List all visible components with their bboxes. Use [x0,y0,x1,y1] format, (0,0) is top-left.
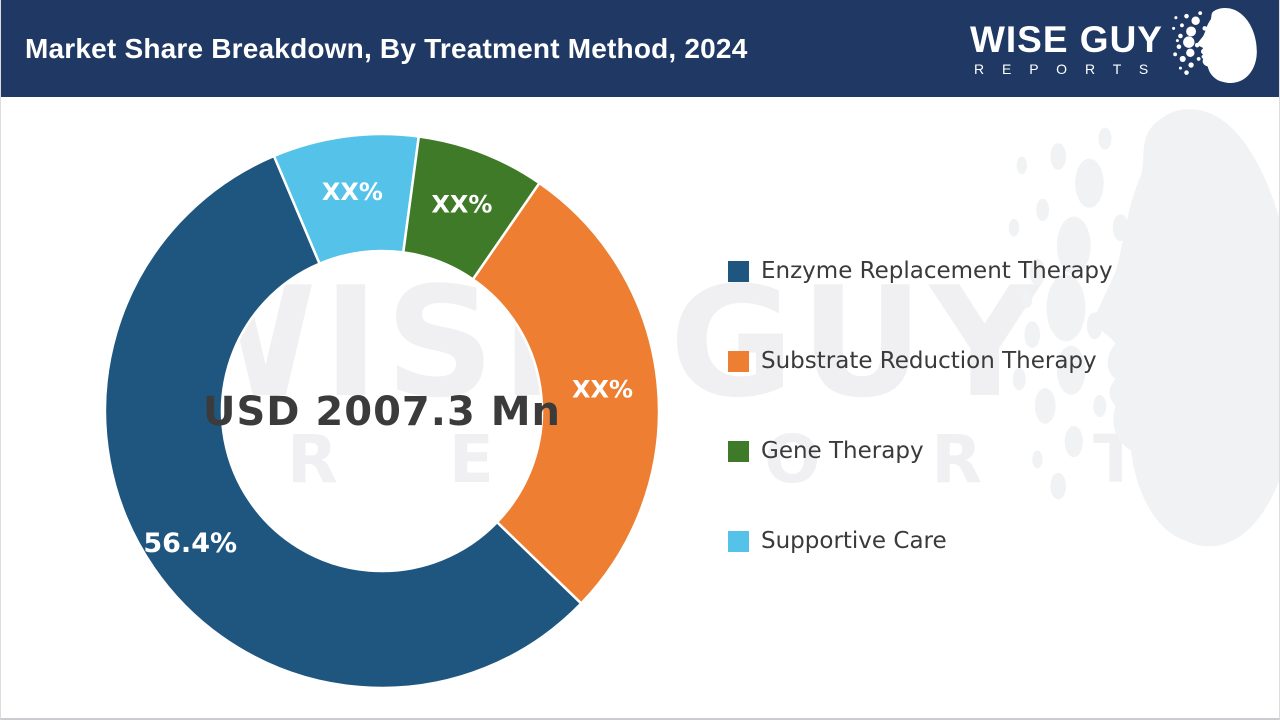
slice-percent-label: XX% [572,375,633,403]
donut-center-value: USD 2007.3 Mn [203,389,561,435]
page-title: Market Share Breakdown, By Treatment Met… [25,32,748,64]
legend-item-supportive-care: Supportive Care [728,526,1113,556]
legend-swatch-icon [728,530,749,552]
legend-label: Substrate Reduction Therapy [761,348,1097,374]
slice-percent-label: XX% [322,178,383,206]
legend-item-substrate-reduction-therapy: Substrate Reduction Therapy [728,346,1113,376]
slice-percent-label: XX% [431,191,492,219]
chart-legend: Enzyme Replacement Therapy Substrate Red… [728,256,1113,616]
legend-item-gene-therapy: Gene Therapy [728,436,1113,466]
wise-guy-logo: WISE GUY R E P O R T S [970,7,1261,91]
legend-swatch-icon [728,350,749,372]
logo-text: WISE GUY R E P O R T S [970,21,1163,77]
logo-wordmark: WISE GUY [969,18,1163,60]
legend-label: Enzyme Replacement Therapy [761,258,1113,284]
slice-percent-label: 56.4% [143,528,237,559]
donut-slice-substrate-reduction-therapy [471,181,661,605]
face-profile-icon [1172,7,1257,83]
logo-subtext: R E P O R T S [973,60,1156,77]
legend-label: Gene Therapy [761,438,924,464]
donut-chart: 56.4% XX% XX% XX% USD 2007.3 Mn [103,132,661,690]
legend-item-enzyme-replacement-therapy: Enzyme Replacement Therapy [728,256,1113,286]
legend-swatch-icon [728,440,749,462]
legend-swatch-icon [728,260,749,282]
chart-area: WISE GUY R E P O R T S 56.4% XX% XX% XX% USD… [1,97,1279,718]
legend-label: Supportive Care [761,528,947,554]
header-bar: Market Share Breakdown, By Treatment Met… [1,0,1279,97]
donut-slice-enzyme-replacement-therapy [103,154,583,690]
